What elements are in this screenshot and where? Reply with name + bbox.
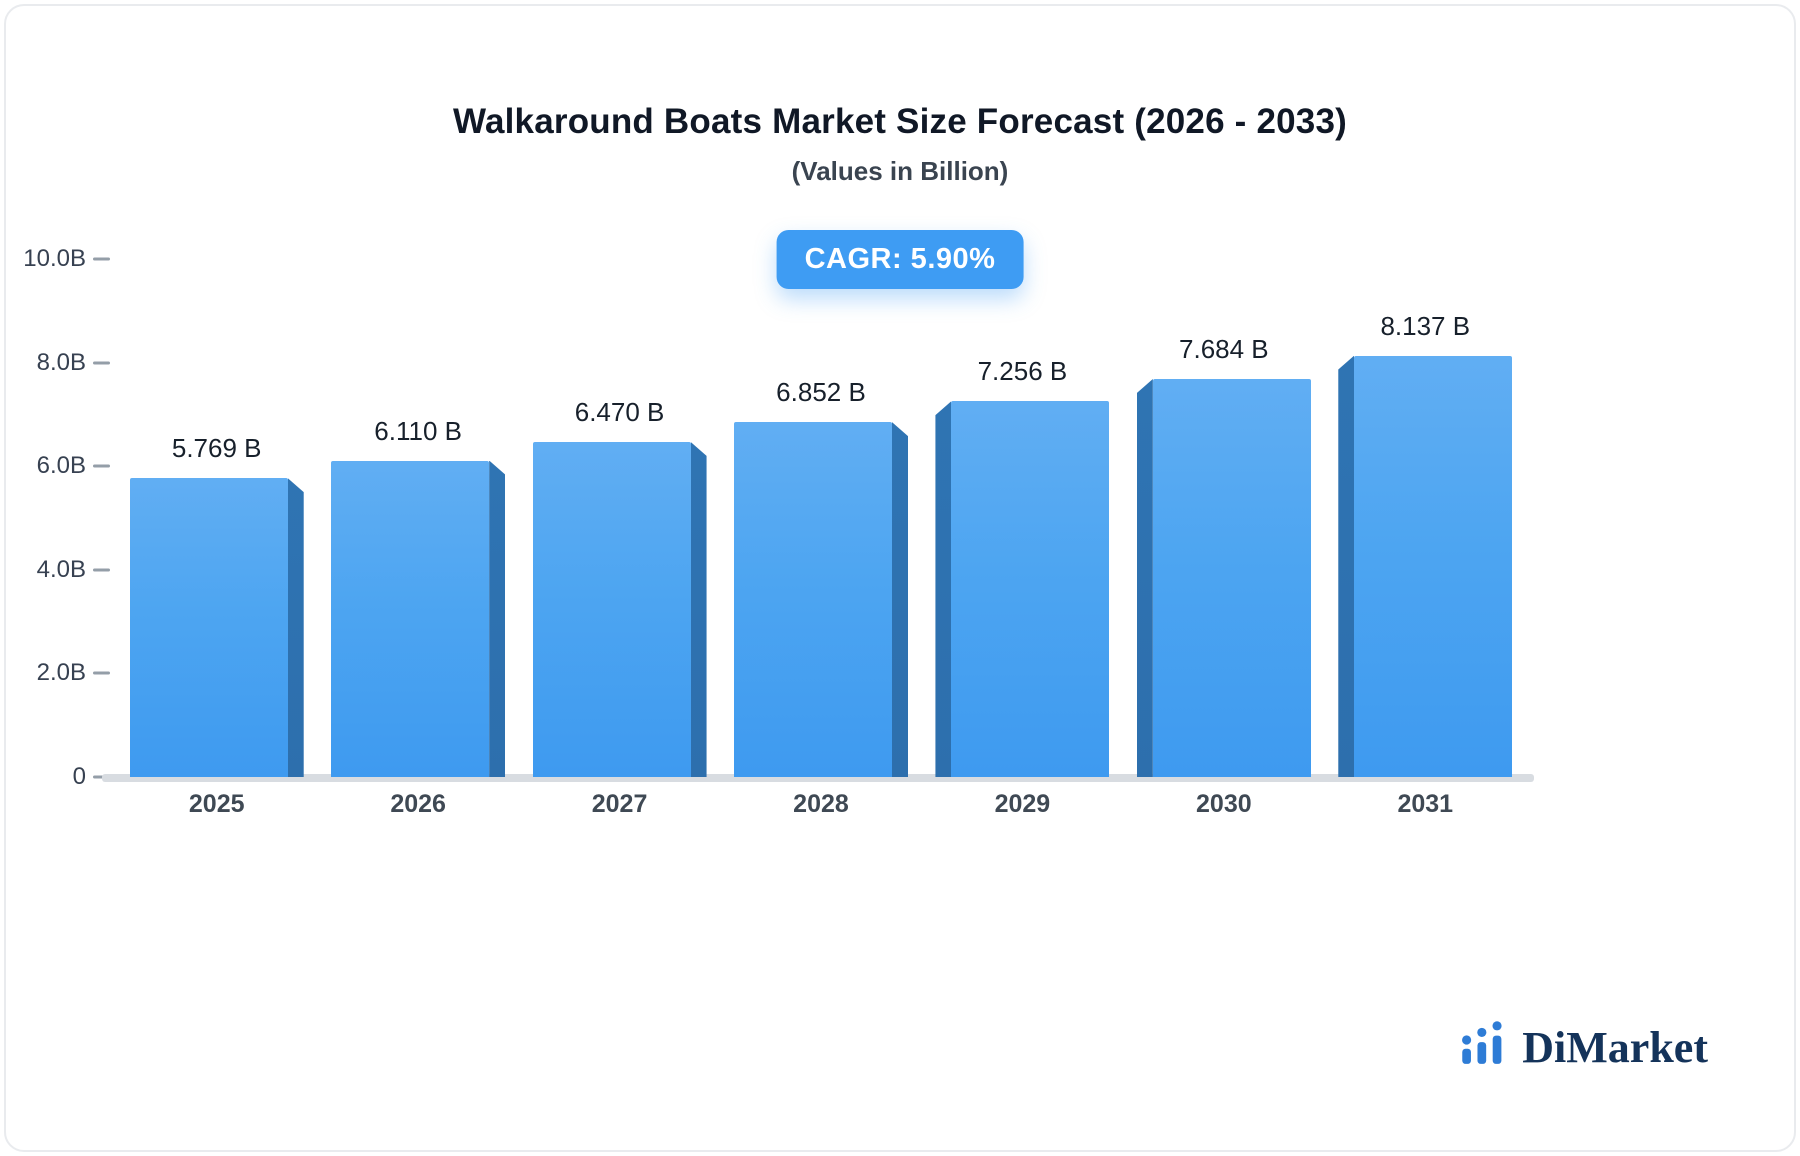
y-tick-label: 0 (72, 763, 86, 790)
bar-value-label: 6.110 B (374, 415, 462, 446)
bar-side-face (489, 460, 506, 777)
y-tick-dash (93, 257, 110, 261)
x-tick-label: 2027 (591, 790, 648, 818)
bar-side-face (690, 441, 707, 777)
bar-main-face (1354, 355, 1513, 777)
y-tick-dash (93, 671, 110, 675)
chart-card: Walkaround Boats Market Size Forecast (2… (4, 4, 1796, 1152)
bar-main-face (1152, 378, 1311, 777)
y-axis: 10.0B 8.0B 6.0B 4.0B 2.0B 0 (6, 245, 116, 790)
bar-value-label: 8.137 B (1380, 310, 1471, 341)
bar-2031 (1338, 355, 1513, 777)
chart-subtitle: (Values in Billion) (791, 156, 1009, 186)
bar-value-label: 6.852 B (776, 377, 866, 408)
x-axis: 2025 2026 2027 2028 2029 2030 2031 (116, 790, 1526, 830)
y-tick-label: 2.0B (36, 659, 86, 687)
x-tick-label: 2026 (390, 790, 446, 818)
y-tick-dash (93, 568, 110, 572)
brand-logo: DiMarket (1458, 1015, 1708, 1070)
bar-main-face (951, 401, 1110, 777)
bar-main-face (129, 478, 288, 777)
y-tick-dash (93, 775, 110, 779)
y-tick-label: 6.0B (36, 452, 86, 480)
x-tick-label: 2031 (1397, 790, 1454, 818)
y-tick-dash (93, 464, 110, 468)
bar-2030 (1136, 378, 1311, 777)
bar-value-label: 5.769 B (171, 433, 262, 464)
y-tick-dash (93, 361, 110, 365)
bar-side-face (287, 478, 304, 777)
x-axis-baseline (102, 774, 1534, 782)
cagr-badge: CAGR: 5.90% (776, 230, 1024, 289)
bar-main-face (734, 422, 892, 777)
bar-main-face (532, 441, 691, 777)
y-tick-label: 4.0B (36, 555, 86, 583)
bar-value-label: 7.684 B (1179, 333, 1269, 364)
bar-value-label: 7.256 B (977, 356, 1068, 387)
bar-main-face (331, 460, 490, 777)
bar-side-face (1136, 378, 1153, 777)
x-tick-label: 2029 (994, 790, 1051, 818)
bar-2026 (331, 460, 506, 777)
bar-2029 (935, 401, 1110, 777)
chart-title: Walkaround Boats Market Size Forecast (2… (453, 102, 1347, 141)
y-tick-label: 8.0B (36, 348, 86, 376)
bar-2025 (129, 478, 304, 777)
bar-chart-logo-icon (1458, 1015, 1510, 1070)
bar-side-face (935, 401, 952, 777)
bar-value-label: 6.470 B (574, 396, 665, 427)
brand-logo-text: DiMarket (1522, 1023, 1708, 1072)
x-tick-label: 2025 (188, 790, 245, 818)
x-tick-label: 2028 (793, 790, 849, 818)
x-tick-label: 2030 (1196, 790, 1252, 818)
y-tick-label: 10.0B (23, 245, 86, 272)
bar-2028 (734, 422, 908, 777)
bar-side-face (1338, 355, 1355, 777)
bar-side-face (892, 422, 908, 777)
bars-layer: 5.769 B 6.110 B 6.470 B 6.852 B 7.256 B 7.684… (102, 259, 1534, 782)
bar-2027 (532, 441, 707, 777)
